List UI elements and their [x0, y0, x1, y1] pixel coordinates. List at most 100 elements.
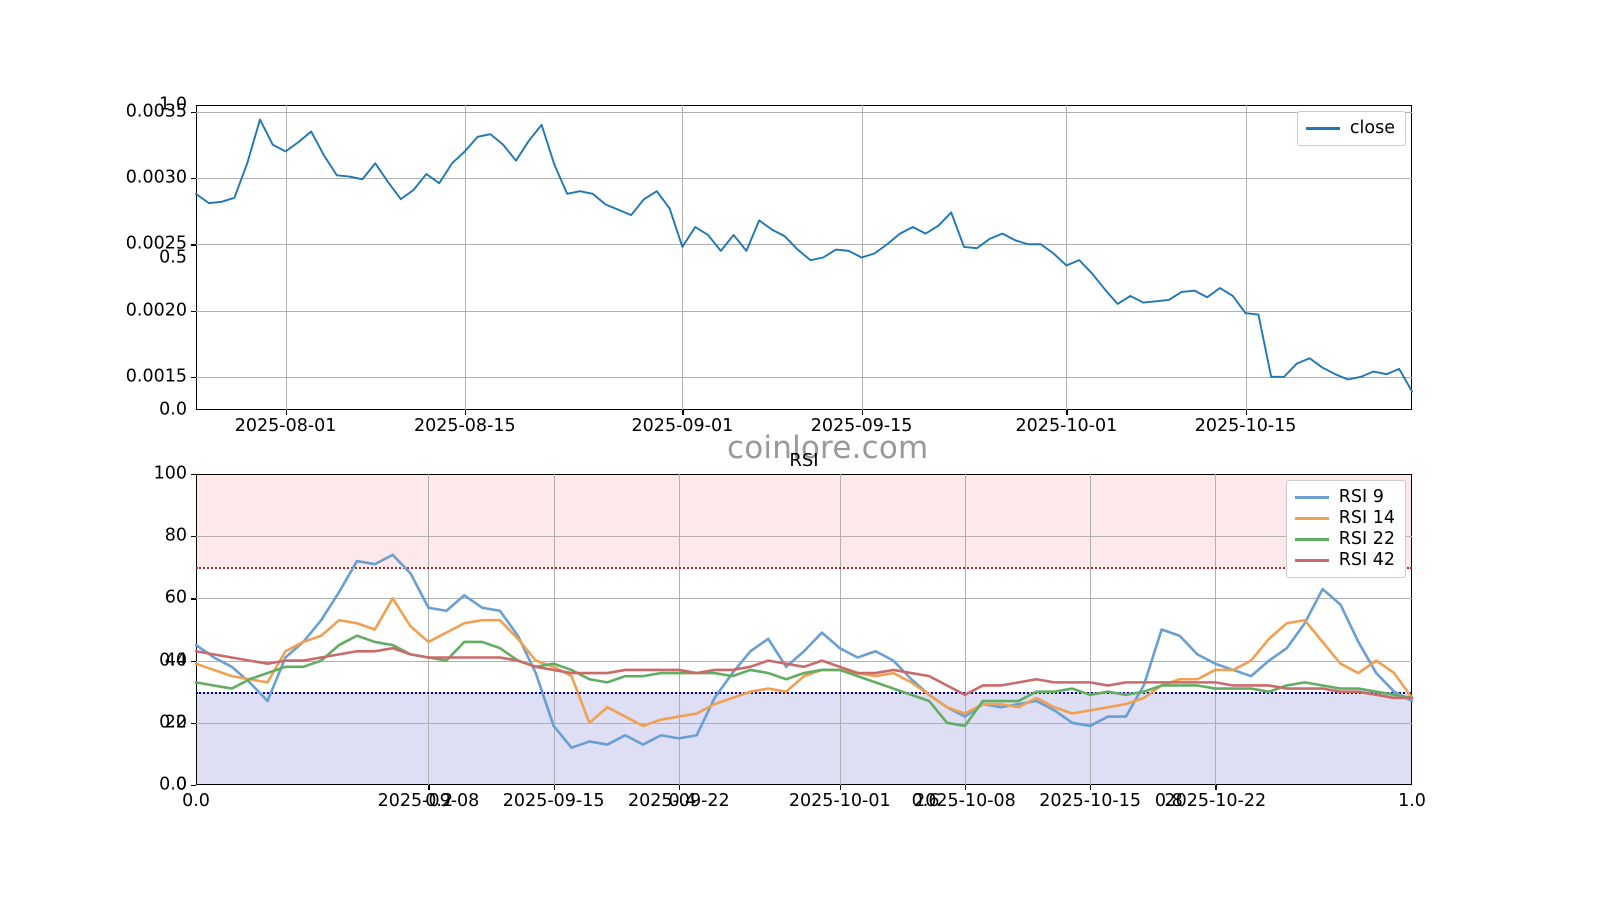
rsi-x-secondary-tick-label: 0.2 [425, 791, 454, 811]
overbought-band [196, 474, 1412, 568]
price-y-tick-label: 0.0015 [125, 366, 187, 387]
rsi-gridline-v [839, 474, 841, 785]
rsi-x-secondary-tick-label: 0.4 [668, 791, 697, 811]
legend-line-swatch [1294, 517, 1329, 520]
rsi-x-tick-mark [964, 785, 967, 790]
rsi-y-tick-label: 0 [175, 774, 187, 795]
price-x-tick-label: 2025-10-01 [1015, 416, 1118, 436]
rsi-legend-item[interactable]: RSI 42 [1294, 549, 1395, 571]
price-y-tick-mark [191, 244, 196, 246]
price-y-tick-label: 0.0035 [125, 100, 187, 121]
rsi-x-tick-label: 2025-09-22 [627, 791, 730, 811]
rsi-legend-item[interactable]: RSI 14 [1294, 507, 1395, 529]
price-x-tick-mark [285, 410, 287, 415]
price-gridline-v [285, 105, 287, 410]
rsi-gridline-h [196, 722, 1412, 724]
rsi-x-tick-mark [553, 785, 555, 790]
rsi-x-secondary-tick-label: 0.6 [911, 791, 940, 811]
rsi-x-tick-mark [678, 785, 681, 790]
rsi-gridline-v [1090, 474, 1092, 785]
price-y-tick-label: 0.0020 [125, 299, 187, 320]
price-line-plot [196, 105, 1412, 410]
rsi-x-tick-label: 2025-10-08 [914, 791, 1016, 811]
rsi-gridline-v [678, 474, 680, 785]
price-axes-bottom-spine [196, 408, 1412, 410]
price-gridline-h [196, 177, 1412, 179]
rsi-y-tick-label: 100 [153, 463, 187, 484]
price-gridline-v [464, 105, 466, 410]
price-x-tick-mark [1066, 410, 1068, 415]
rsi-x-tick-label: 2025-09-15 [502, 791, 605, 811]
price-x-tick-label: 2025-09-01 [631, 416, 734, 436]
coinlore-watermark: coinlore.com [727, 430, 929, 466]
legend-line-swatch [1305, 127, 1340, 130]
rsi-axes-left-spine [196, 474, 198, 785]
legend-label: RSI 22 [1338, 528, 1395, 549]
price-x-tick-label: 2025-08-01 [234, 416, 337, 436]
rsi-y-secondary-tick-label: 0.4 [159, 649, 187, 670]
rsi-chart-legend: RSI 9 RSI 14 RSI 22 RSI 42 [1285, 480, 1406, 578]
price-axes-left-spine [196, 105, 198, 410]
legend-label: RSI 9 [1338, 486, 1384, 507]
rsi-gridline-h [196, 660, 1412, 662]
rsi-x-secondary-tick-label: 0.8 [1154, 791, 1183, 811]
price-axes-top-spine [196, 105, 1412, 107]
legend-line-swatch [1294, 559, 1329, 562]
rsi-legend-item[interactable]: RSI 9 [1294, 486, 1395, 508]
price-gridline-v [1066, 105, 1068, 410]
price-y-tick-mark [191, 111, 196, 113]
rsi-y-secondary-tick-label: 0.0 [159, 774, 187, 795]
price-gridline-h [196, 244, 1412, 246]
price-x-tick-label: 2025-10-15 [1194, 416, 1297, 436]
price-x-tick-label: 2025-08-15 [413, 416, 516, 436]
oversold-threshold-line [196, 691, 1412, 694]
rsi-legend-item[interactable]: RSI 22 [1294, 528, 1395, 550]
rsi-x-tick-label: 2025-10-15 [1039, 791, 1141, 811]
price-y-tick-label: 0.0025 [125, 233, 187, 254]
rsi-gridline-v [964, 474, 966, 785]
rsi-gridline-h [196, 536, 1412, 538]
rsi-y-tick-label: 60 [164, 587, 187, 608]
price-gridline-h [196, 376, 1412, 378]
rsi-gridline-h [196, 598, 1412, 600]
rsi-y-tick-mark [191, 785, 196, 787]
price-y-tick-mark [191, 376, 196, 379]
oversold-band [196, 691, 1412, 785]
rsi-gridline-v [553, 474, 555, 785]
rsi-y-tick-label: 80 [164, 525, 187, 546]
rsi-x-secondary-tick-label: 1.0 [1398, 791, 1426, 811]
rsi-x-tick-mark [839, 785, 842, 790]
rsi-panel-title: RSI [789, 450, 819, 471]
price-gridline-v [682, 105, 684, 410]
rsi-y-tick-mark [191, 536, 196, 538]
rsi-gridline-v [1215, 474, 1217, 785]
rsi-gridline-v [428, 474, 430, 785]
rsi-x-tick-mark [1215, 785, 1217, 790]
rsi-x-tick-label: 2025-09-08 [377, 791, 480, 811]
price-y-tick-mark [191, 310, 196, 312]
rsi-axes-top-spine [196, 474, 1412, 476]
rsi-axes-right-spine [1410, 474, 1412, 785]
rsi-line-plot [196, 474, 1412, 785]
rsi-y-tick-mark [191, 474, 196, 476]
price-x-tick-label: 2025-09-15 [810, 416, 913, 436]
price-gridline-h [196, 111, 1412, 113]
overbought-threshold-line [196, 567, 1412, 570]
legend-line-swatch [1294, 538, 1329, 541]
legend-label: close [1349, 117, 1395, 138]
rsi-x-tick-mark [428, 785, 430, 790]
price-y-secondary-tick-label: 1.0 [159, 94, 187, 115]
price-y-tick-label: 0.0030 [125, 167, 187, 188]
rsi-x-tick-label: 2025-10-01 [788, 791, 891, 811]
rsi-y-tick-label: 20 [164, 712, 187, 733]
price-axes-right-spine [1410, 105, 1412, 410]
rsi-y-secondary-tick-label: 0.2 [159, 712, 187, 733]
rsi-axes-bottom-spine [196, 783, 1412, 785]
legend-label: RSI 14 [1338, 507, 1395, 528]
rsi-x-secondary-tick-label: 0.0 [182, 791, 210, 811]
price-x-tick-mark [464, 410, 467, 415]
price-legend-item[interactable]: close [1305, 117, 1395, 139]
price-y-secondary-tick-label: 0.0 [159, 399, 187, 420]
legend-label: RSI 42 [1338, 549, 1395, 570]
